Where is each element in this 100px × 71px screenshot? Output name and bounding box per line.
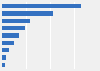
Bar — [2, 4, 81, 8]
Bar — [2, 55, 6, 60]
Bar — [2, 41, 14, 45]
Bar — [2, 48, 9, 52]
Bar — [2, 63, 5, 67]
Bar — [2, 11, 53, 16]
Bar — [2, 33, 19, 38]
Bar — [2, 19, 30, 23]
Bar — [2, 26, 25, 30]
